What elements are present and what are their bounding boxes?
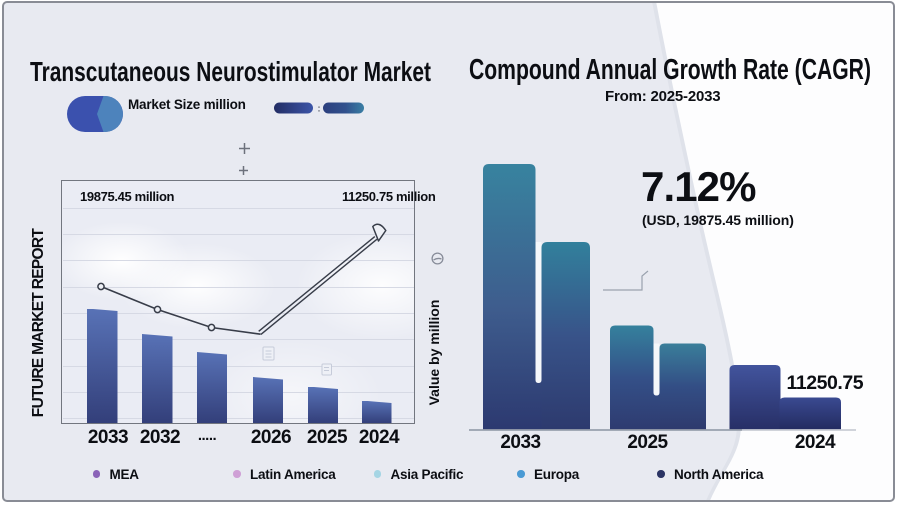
svg-text::: : [318,104,321,114]
